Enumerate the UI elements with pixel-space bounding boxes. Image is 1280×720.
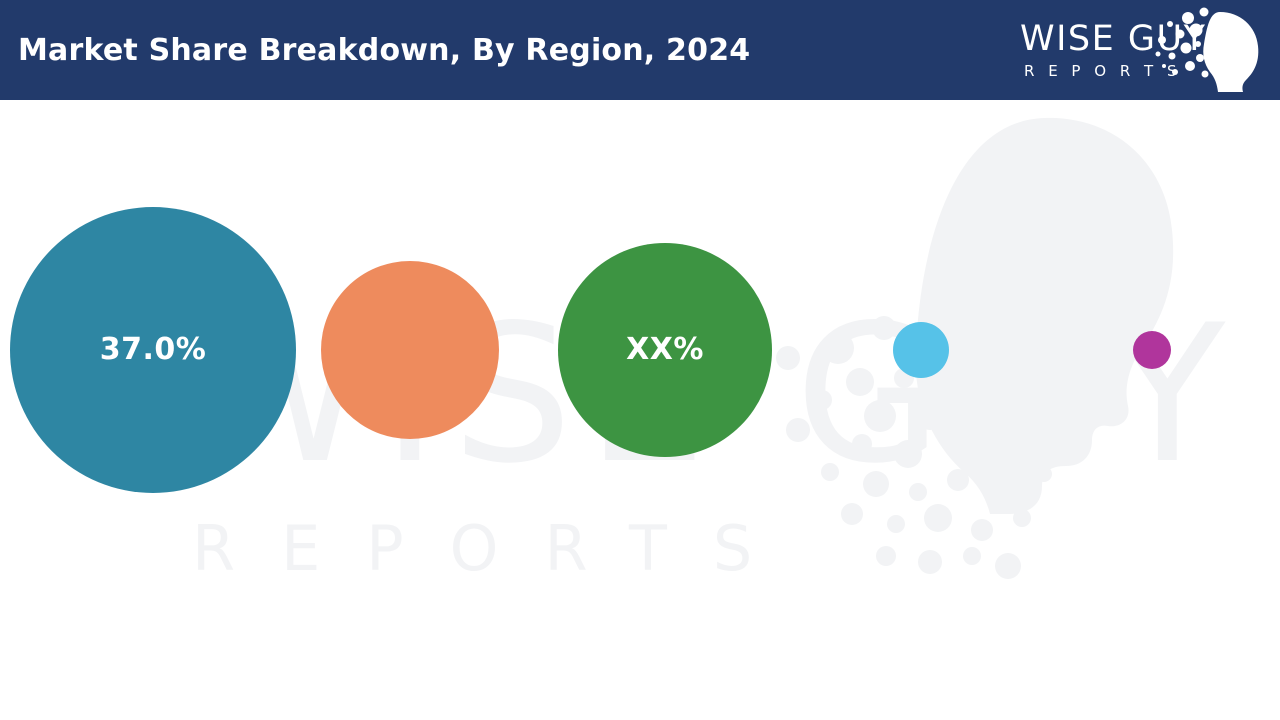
bubble-series: 37.0% XX% (0, 100, 1280, 720)
bubble-value-north-america: 37.0% (99, 332, 207, 367)
logo-wordmark-line2: R E P O R T S (1024, 62, 1181, 80)
logo-wordmark-line1: WISE GUY (1020, 19, 1207, 59)
bubble-europe[interactable] (321, 261, 499, 439)
bubble-south-america[interactable] (893, 322, 949, 378)
bubble-mea[interactable] (1133, 331, 1171, 369)
bubble-value-apac: XX% (626, 332, 704, 367)
bubble-apac[interactable]: XX% (558, 243, 772, 457)
logo-dot-cloud (1155, 7, 1220, 78)
brand-logo: WISE GUY R E P O R T S (1012, 6, 1262, 94)
header-bar: Market Share Breakdown, By Region, 2024 … (0, 0, 1280, 100)
page-title: Market Share Breakdown, By Region, 2024 (18, 32, 751, 68)
logo-head-silhouette (1203, 12, 1259, 92)
chart-plot-area: WISE GUY REPORTS 37.0% XX% North Amer (0, 100, 1280, 720)
wise-guy-reports-head-logo: WISE GUY R E P O R T S (1020, 7, 1259, 92)
bubble-north-america[interactable]: 37.0% (10, 207, 296, 493)
